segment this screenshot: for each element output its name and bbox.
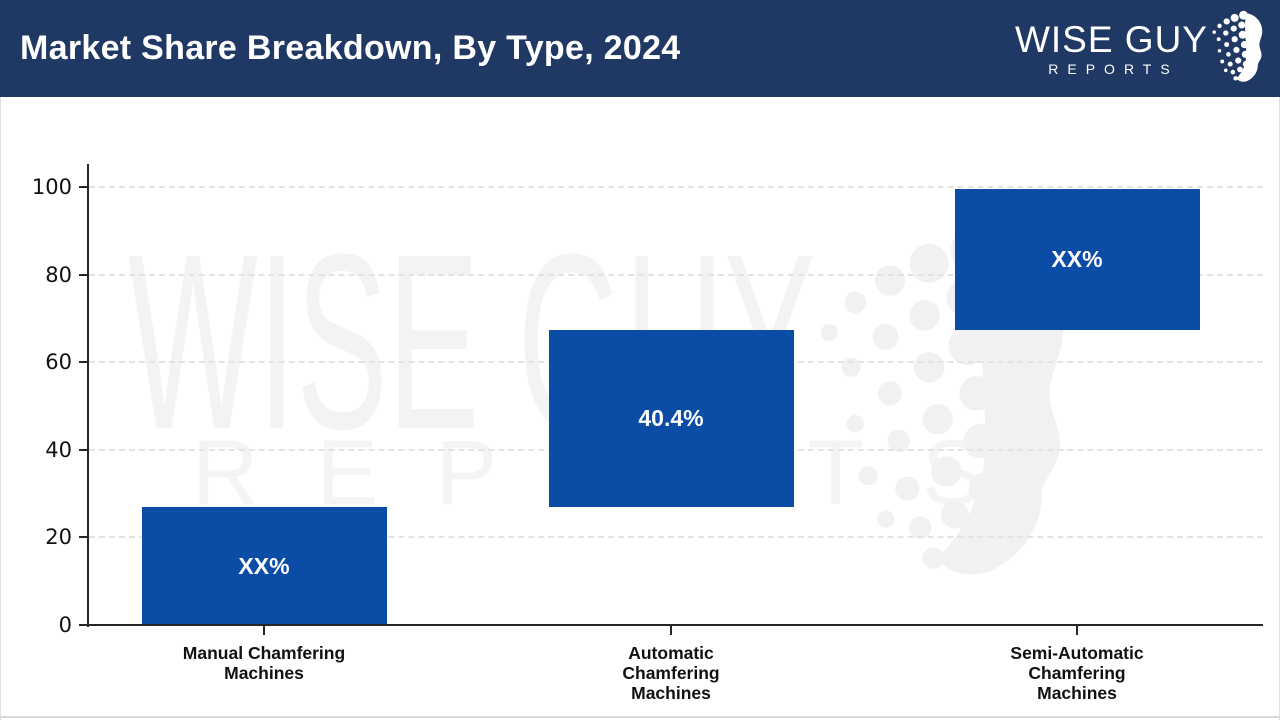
gridline bbox=[89, 186, 1263, 188]
logo-subtitle: REPORTS bbox=[1048, 60, 1179, 77]
logo-text: WISE GUY REPORTS bbox=[1014, 18, 1208, 77]
x-category-label-line: Machines bbox=[1037, 683, 1117, 703]
logo-wordmark: WISE GUY bbox=[1014, 18, 1208, 60]
y-tick-mark bbox=[79, 536, 88, 539]
x-category-label-line: Automatic bbox=[628, 643, 714, 663]
x-tick-mark bbox=[263, 626, 265, 635]
bar-segment: 40.4% bbox=[548, 330, 794, 508]
x-category-label-line: Machines bbox=[631, 683, 711, 703]
bar-segment: XX% bbox=[954, 188, 1200, 331]
bar-value-label: XX% bbox=[1051, 245, 1103, 272]
y-tick-label: 60 bbox=[45, 350, 72, 375]
header-bar: Market Share Breakdown, By Type, 2024 WI… bbox=[0, 0, 1280, 97]
x-category-label-line: Chamfering bbox=[622, 663, 720, 683]
x-category-label-line: Chamfering bbox=[1028, 663, 1126, 683]
x-category-label-line: Manual Chamfering bbox=[182, 643, 346, 663]
logo-face-icon bbox=[1212, 10, 1263, 82]
x-category-label: Semi-Automatic Chamfering Machines bbox=[937, 643, 1217, 703]
bar-value-label: 40.4% bbox=[638, 405, 704, 432]
x-category-label: Manual Chamfering Machines bbox=[124, 643, 404, 683]
y-tick-mark bbox=[79, 448, 88, 451]
gridline bbox=[89, 273, 1263, 276]
y-tick-label: 80 bbox=[45, 262, 72, 287]
bar-value-label: XX% bbox=[238, 552, 290, 579]
y-tick-mark bbox=[79, 273, 88, 276]
frame-border-left bbox=[0, 97, 1, 720]
y-tick-label: 40 bbox=[45, 437, 72, 462]
y-tick-label: 100 bbox=[31, 175, 72, 199]
bar-segment: XX% bbox=[141, 507, 387, 625]
plot-area: 0 20 40 60 80 100 XX% Manual Chamfering Machines… bbox=[0, 97, 1280, 720]
frame-border-bottom bbox=[0, 716, 1280, 718]
x-tick-mark bbox=[1076, 626, 1078, 635]
y-axis-line bbox=[87, 164, 89, 627]
y-tick-mark bbox=[79, 624, 88, 626]
x-category-label-line: Machines bbox=[224, 663, 304, 683]
x-category-label: Automatic Chamfering Machines bbox=[531, 643, 811, 703]
y-tick-label: 20 bbox=[45, 525, 72, 550]
x-axis-line bbox=[87, 624, 1263, 626]
page-title: Market Share Breakdown, By Type, 2024 bbox=[20, 29, 681, 67]
x-category-label-line: Semi-Automatic bbox=[1010, 643, 1144, 663]
y-tick-mark bbox=[79, 186, 88, 188]
wise-guy-logo: WISE GUY REPORTS bbox=[1015, 9, 1264, 89]
gridline bbox=[89, 536, 1263, 539]
y-tick-mark bbox=[79, 361, 88, 364]
x-tick-mark bbox=[670, 626, 672, 635]
y-tick-label: 0 bbox=[58, 613, 72, 637]
